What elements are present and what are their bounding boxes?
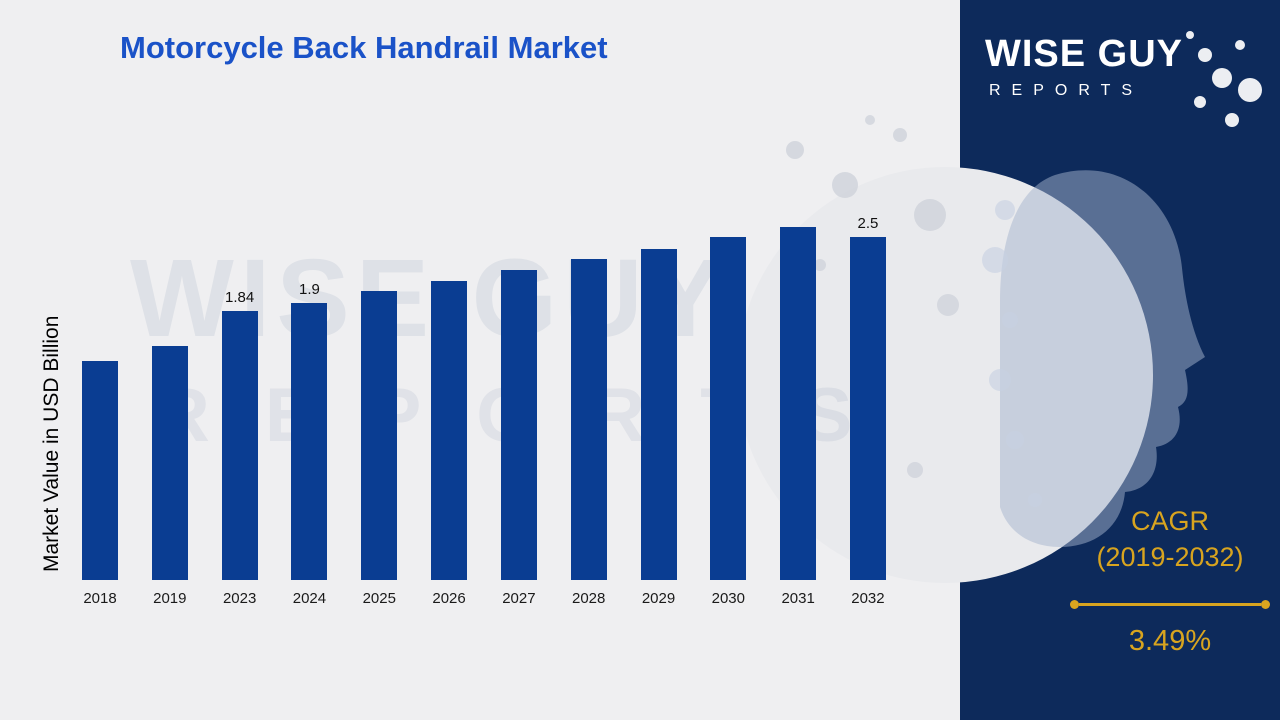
bar-value-2023: 1.84: [225, 289, 255, 306]
divider-right-dot: [1261, 599, 1270, 609]
bar-value-2032: 2.5: [857, 215, 879, 232]
x-tick-2027: 2027: [502, 590, 536, 607]
bar-slot-2031: 2031: [778, 215, 818, 607]
cagr-label: CAGR: [1130, 506, 1209, 536]
cagr-divider: [1070, 599, 1270, 609]
bar-2019: [151, 346, 188, 580]
bar-2024: [291, 303, 328, 580]
x-tick-2024: 2024: [292, 590, 327, 607]
x-tick-2023: 2023: [222, 590, 257, 607]
logo-subtitle: REPORTS: [989, 82, 1144, 99]
bar-slot-2025: 2025: [359, 215, 399, 607]
bar-slot-2024: 1.9 2024: [289, 215, 329, 607]
bar-slot-2032: 2.5 2032: [848, 215, 888, 607]
divider-left-dot: [1070, 599, 1079, 609]
bar-2031: [780, 227, 817, 580]
brand-logo: WISE GUY REPORTS: [985, 33, 1183, 100]
x-tick-2025: 2025: [362, 590, 396, 607]
bar-2030: [710, 237, 747, 580]
x-tick-2031: 2031: [781, 590, 815, 607]
x-tick-2028: 2028: [572, 590, 606, 607]
bar-slot-2030: 2030: [708, 215, 748, 607]
bar-2018: [82, 361, 118, 580]
bar-2027: [500, 270, 537, 580]
x-tick-2026: 2026: [432, 590, 466, 607]
bar-value-2024: 1.9: [299, 281, 320, 298]
x-tick-2032: 2032: [851, 590, 885, 607]
cagr-value: 3.49%: [1128, 624, 1212, 657]
bar-slot-2027: 2027: [499, 215, 539, 607]
logo-wordmark: WISE GUY: [985, 33, 1184, 75]
bar-slot-2019: 2019: [150, 215, 190, 607]
bar-2028: [570, 259, 607, 580]
bar-2025: [361, 291, 398, 580]
bar-slot-2029: 2029: [639, 215, 679, 607]
divider-rule: [1079, 602, 1261, 606]
x-tick-2019: 2019: [153, 590, 187, 607]
x-tick-2018: 2018: [83, 590, 117, 607]
bar-2029: [640, 249, 677, 580]
cagr-range: (2019-2032): [1096, 542, 1244, 573]
bar-2032: [849, 237, 886, 580]
bar-slot-2028: 2028: [569, 215, 609, 607]
x-tick-2030: 2030: [711, 590, 745, 607]
bar-slot-2023: 1.84 2023: [220, 215, 260, 607]
cagr-block: CAGR (2019-2032) 3.49%: [1070, 503, 1270, 658]
x-tick-2029: 2029: [641, 590, 676, 607]
bar-chart: 2018 2019 1.84 2023 1.9 2024 2025 2026 2027 2028 2…: [80, 215, 888, 607]
bar-slot-2026: 2026: [429, 215, 469, 607]
bar-slot-2018: 2018: [80, 215, 120, 607]
y-axis-label: Market Value in USD Billion: [40, 315, 63, 572]
bar-2023: [221, 311, 258, 580]
chart-title: Motorcycle Back Handrail Market: [120, 30, 608, 65]
bar-2026: [431, 281, 468, 580]
